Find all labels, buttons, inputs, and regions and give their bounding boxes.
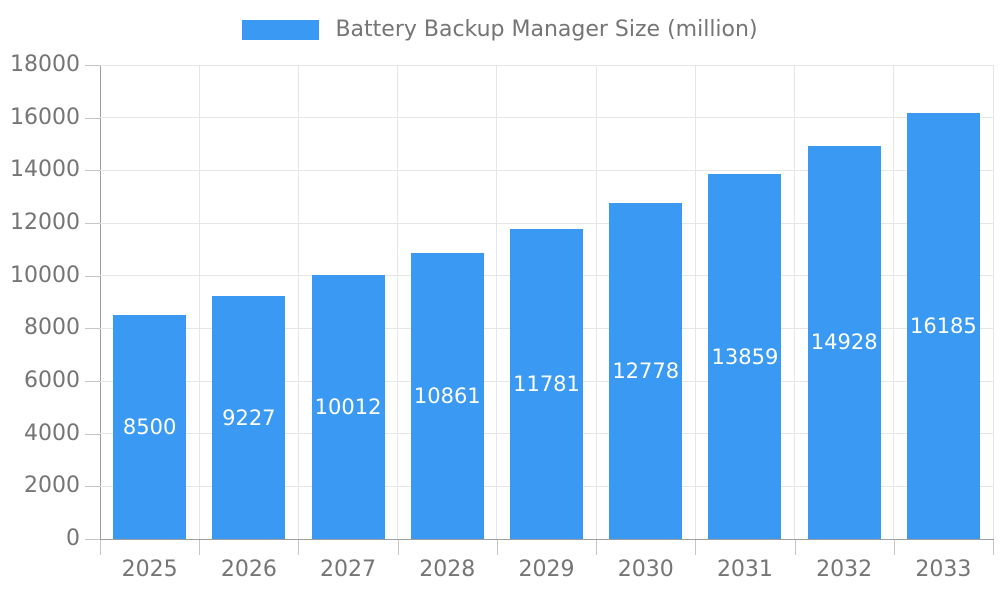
bar-2027[interactable] — [311, 275, 385, 539]
x-axis-tick — [695, 540, 697, 555]
legend-swatch-icon — [242, 20, 320, 40]
legend[interactable]: Battery Backup Manager Size (million) — [0, 16, 1000, 44]
gridline-vertical — [397, 65, 399, 539]
y-axis-label: 14000 — [10, 157, 80, 183]
x-axis-tick — [298, 540, 300, 555]
y-axis-label: 0 — [66, 526, 80, 551]
y-axis-label: 12000 — [10, 210, 80, 235]
y-axis-tick — [85, 328, 100, 330]
x-axis-label: 2029 — [518, 557, 575, 582]
y-axis-tick — [85, 117, 100, 119]
gridline-vertical — [992, 65, 994, 539]
bar-2030[interactable] — [609, 202, 683, 539]
bar-2026[interactable] — [212, 296, 286, 539]
x-axis-label: 2025 — [121, 557, 178, 582]
gridline-horizontal — [100, 222, 993, 224]
y-axis-label: 6000 — [24, 368, 80, 393]
bar-2033[interactable] — [906, 112, 980, 539]
bar-value-label: 14928 — [810, 330, 878, 355]
y-axis-line — [100, 65, 101, 540]
y-axis-tick — [85, 539, 100, 540]
gridline-vertical — [893, 65, 895, 539]
gridline-vertical — [297, 65, 299, 539]
gridline-vertical — [595, 65, 597, 539]
x-axis-tick — [199, 540, 201, 555]
x-axis-tick — [397, 540, 399, 555]
legend-label: Battery Backup Manager Size (million) — [335, 17, 758, 42]
gridline-vertical — [794, 65, 796, 539]
gridline-vertical — [694, 65, 696, 539]
x-axis-tick — [496, 540, 498, 555]
y-axis-label: 16000 — [10, 104, 80, 130]
x-axis-label: 2030 — [617, 557, 674, 582]
x-axis-label: 2031 — [716, 557, 773, 582]
y-axis-tick — [85, 486, 100, 488]
y-axis-label: 2000 — [24, 473, 80, 499]
bar-value-label: 8500 — [122, 415, 177, 440]
y-axis-tick — [85, 433, 100, 435]
bar-value-label: 10861 — [413, 383, 481, 408]
x-axis-tick — [596, 540, 598, 555]
bar-value-label: 11781 — [513, 371, 580, 396]
bar-2025[interactable] — [113, 315, 187, 539]
gridline-vertical — [198, 65, 200, 539]
gridline-horizontal — [100, 117, 993, 119]
y-axis-tick — [85, 170, 100, 172]
y-axis-tick — [85, 275, 100, 277]
bar-2031[interactable] — [708, 174, 782, 539]
gridline-vertical — [496, 65, 498, 539]
bar-value-label: 16185 — [909, 313, 977, 338]
x-axis-label: 2027 — [320, 557, 377, 582]
bar-2028[interactable] — [410, 252, 484, 539]
bar-value-label: 10012 — [314, 395, 382, 420]
bar-value-label: 13859 — [711, 344, 779, 369]
bar-value-label: 9227 — [222, 405, 276, 430]
bar-2032[interactable] — [807, 145, 881, 539]
x-axis-line — [100, 539, 994, 540]
x-axis-label: 2028 — [419, 557, 476, 582]
x-axis-label: 2026 — [220, 557, 277, 582]
y-axis-tick — [85, 223, 100, 224]
bar-2029[interactable] — [510, 228, 583, 539]
x-axis-tick — [993, 540, 994, 555]
y-axis-label: 10000 — [10, 262, 80, 288]
gridline-horizontal — [100, 169, 993, 171]
y-axis-label: 4000 — [24, 420, 80, 446]
x-axis-label: 2033 — [915, 557, 972, 582]
y-axis-tick — [85, 381, 100, 382]
y-axis-tick — [85, 65, 100, 66]
gridline-horizontal — [100, 64, 993, 66]
bar-value-label: 12778 — [612, 358, 680, 383]
x-axis-label: 2032 — [816, 557, 873, 582]
y-axis-label: 18000 — [10, 52, 80, 77]
plot-area: 8500 9227 10012 10861 11781 12778 13859 14928 16… — [100, 64, 994, 539]
x-axis-tick — [893, 540, 895, 555]
x-axis-tick — [100, 540, 101, 555]
y-axis-label: 8000 — [24, 315, 80, 341]
x-axis-tick — [794, 540, 796, 555]
